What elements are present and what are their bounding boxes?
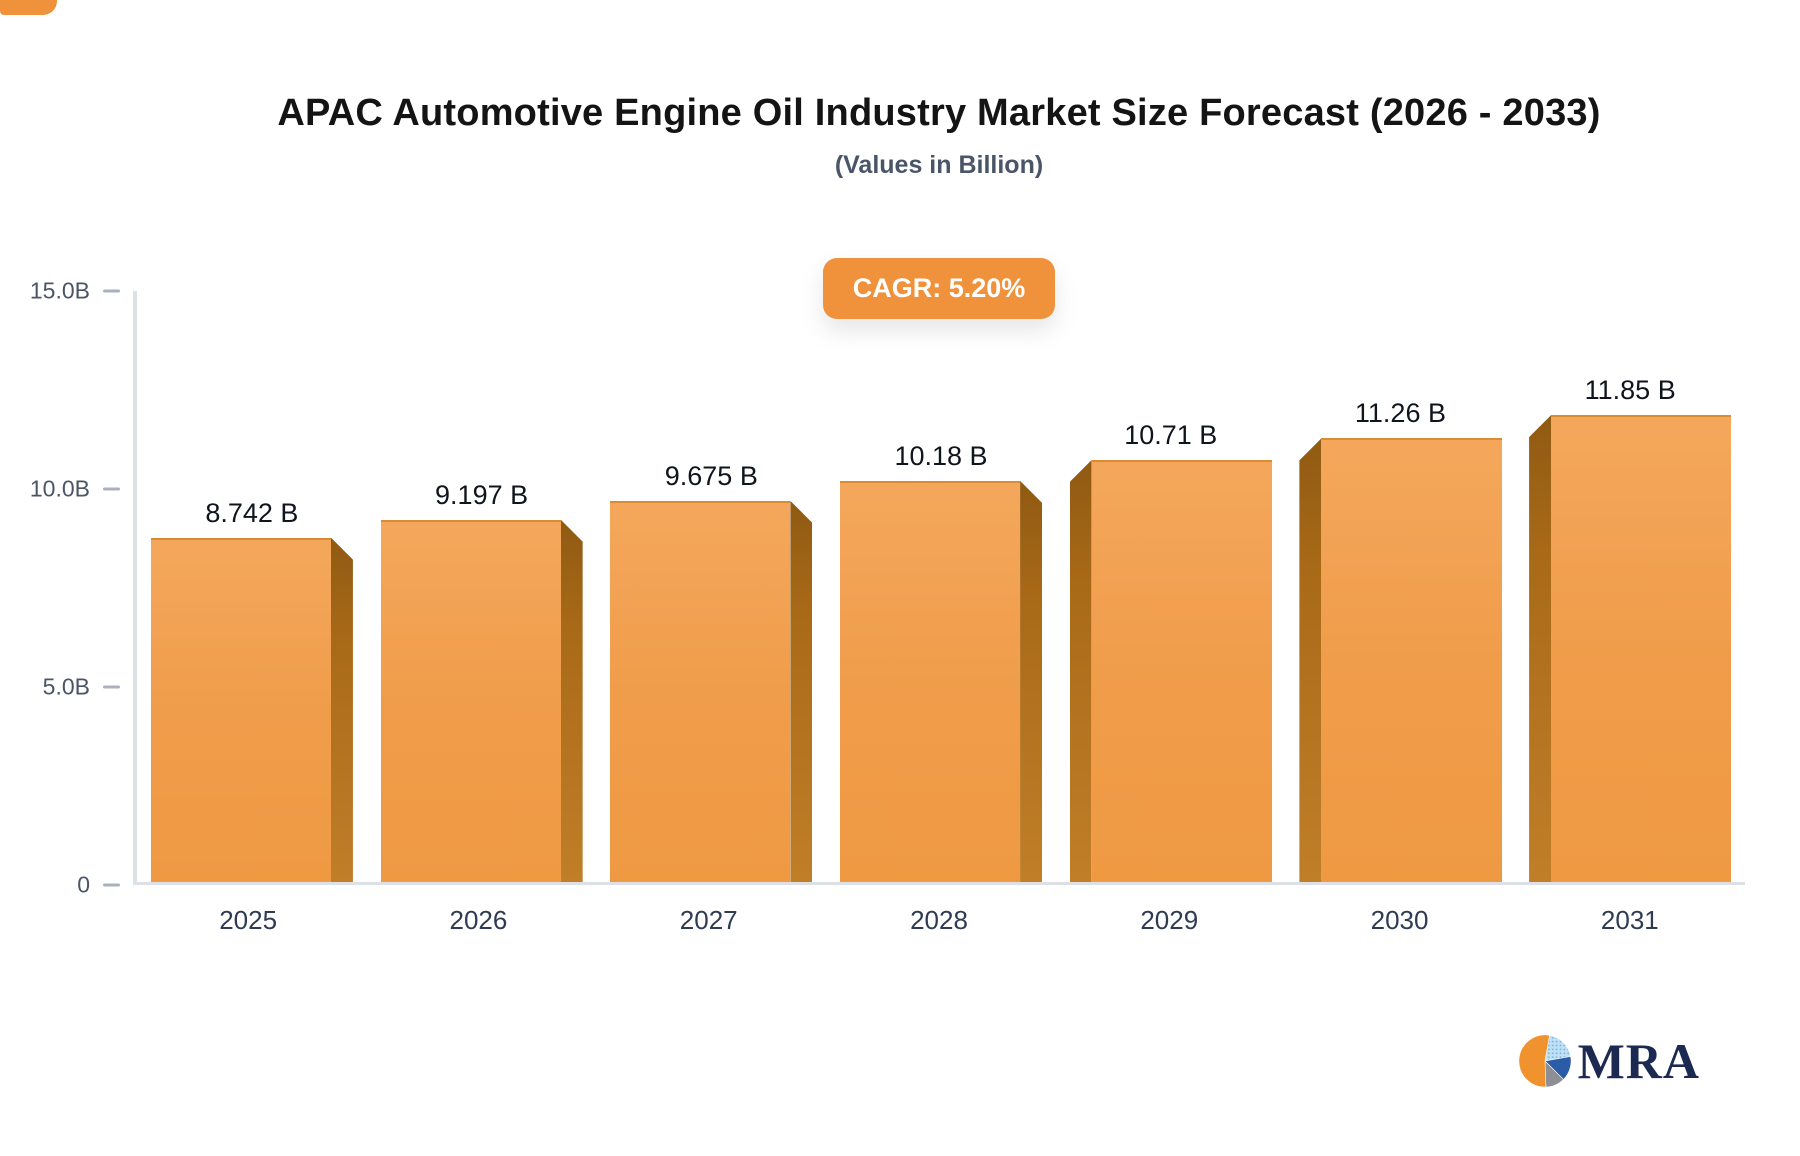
bar[interactable]: [1069, 460, 1272, 882]
x-axis-label: 2030: [1370, 905, 1429, 935]
bar-value-label: 9.675 B: [664, 460, 758, 491]
y-axis-tick: 15.0B: [30, 278, 120, 305]
cagr-badge: CAGR: 5.20%: [822, 258, 1056, 319]
pie-chart-logo-icon: [1518, 1034, 1571, 1088]
bar-face: [150, 537, 331, 882]
y-axis-tick: 5.0B: [43, 674, 120, 701]
bar-chart: 0 5.0B 10.0B 15.0B 8.742 B 9.197 B 9.675 B 10.…: [0, 278, 1800, 991]
tick-dash: [103, 685, 120, 689]
bar[interactable]: [610, 500, 813, 882]
bar-side-shadow: [560, 519, 583, 882]
y-axis-tick-label: 5.0B: [42, 673, 90, 700]
bar-value-label: 9.197 B: [435, 479, 529, 510]
y-axis-tick-label: 10.0B: [29, 475, 90, 502]
tick-dash: [103, 487, 120, 491]
x-axis-label: 2027: [679, 905, 738, 935]
bar-value-label: 10.18 B: [894, 440, 988, 471]
chart-title: APAC Automotive Engine Oil Industry Mark…: [277, 92, 1601, 134]
bar[interactable]: [1529, 415, 1732, 882]
y-axis: 0 5.0B 10.0B 15.0B: [0, 278, 120, 898]
mra-logo: MRA: [1516, 1032, 1700, 1090]
bar-face: [610, 500, 791, 882]
bar-value-label: 10.71 B: [1124, 420, 1218, 451]
bar-column[interactable]: 11.85 B: [1515, 291, 1745, 882]
bar-value-label: 11.26 B: [1354, 398, 1446, 429]
bar-face: [839, 480, 1021, 882]
bar-side-shadow: [790, 500, 813, 882]
x-axis-label: 2029: [1140, 905, 1199, 935]
plot-area: 8.742 B 9.197 B 9.675 B 10.18 B 10.71 B 11.26…: [133, 291, 1745, 885]
bar[interactable]: [150, 537, 353, 882]
bar-face: [1091, 460, 1272, 882]
x-axis-label: 2031: [1600, 905, 1659, 935]
bar-value-label: 8.742 B: [205, 497, 299, 528]
y-axis-tick: 10.0B: [30, 476, 120, 503]
bar-side-shadow: [330, 537, 353, 882]
bar-column[interactable]: 10.71 B: [1056, 291, 1286, 882]
tick-dash: [103, 883, 120, 887]
bar-face: [1321, 438, 1502, 882]
corner-accent: [0, 0, 57, 15]
x-axis-label: 2028: [910, 905, 968, 935]
bar-side-shadow: [1069, 460, 1092, 882]
chart-header: APAC Automotive Engine Oil Industry Mark…: [133, 92, 1745, 180]
bar-column[interactable]: 8.742 B: [137, 291, 367, 882]
x-axis: 2025 2026 2027 2028 2029 2030 2031: [133, 885, 1745, 936]
x-axis-label: 2026: [449, 905, 508, 935]
cagr-badge-wrap: CAGR: 5.20%: [133, 258, 1745, 319]
bar-side-shadow: [1020, 480, 1043, 882]
bar-column[interactable]: 10.18 B: [826, 291, 1056, 882]
x-axis-label: 2025: [219, 905, 278, 935]
logo-text: MRA: [1577, 1033, 1700, 1089]
bar-column[interactable]: 11.26 B: [1286, 291, 1516, 882]
bar-face: [1551, 415, 1732, 882]
chart-subtitle: (Values in Billion): [834, 151, 1044, 179]
bar[interactable]: [1299, 438, 1502, 882]
bar-side-shadow: [1299, 438, 1322, 882]
tick-dash: [103, 289, 120, 293]
bar-side-shadow: [1529, 415, 1552, 882]
y-axis-tick: 0: [77, 872, 120, 899]
y-axis-tick-label: 0: [77, 871, 90, 898]
bar-value-label: 11.85 B: [1584, 375, 1676, 406]
y-axis-tick-label: 15.0B: [29, 277, 90, 304]
bar-face: [380, 519, 561, 882]
bar-column[interactable]: 9.197 B: [367, 291, 597, 882]
bar[interactable]: [839, 480, 1043, 882]
bar-column[interactable]: 9.675 B: [596, 291, 826, 882]
bar-columns: 8.742 B 9.197 B 9.675 B 10.18 B 10.71 B 11.26…: [137, 291, 1745, 882]
bar[interactable]: [380, 519, 583, 882]
